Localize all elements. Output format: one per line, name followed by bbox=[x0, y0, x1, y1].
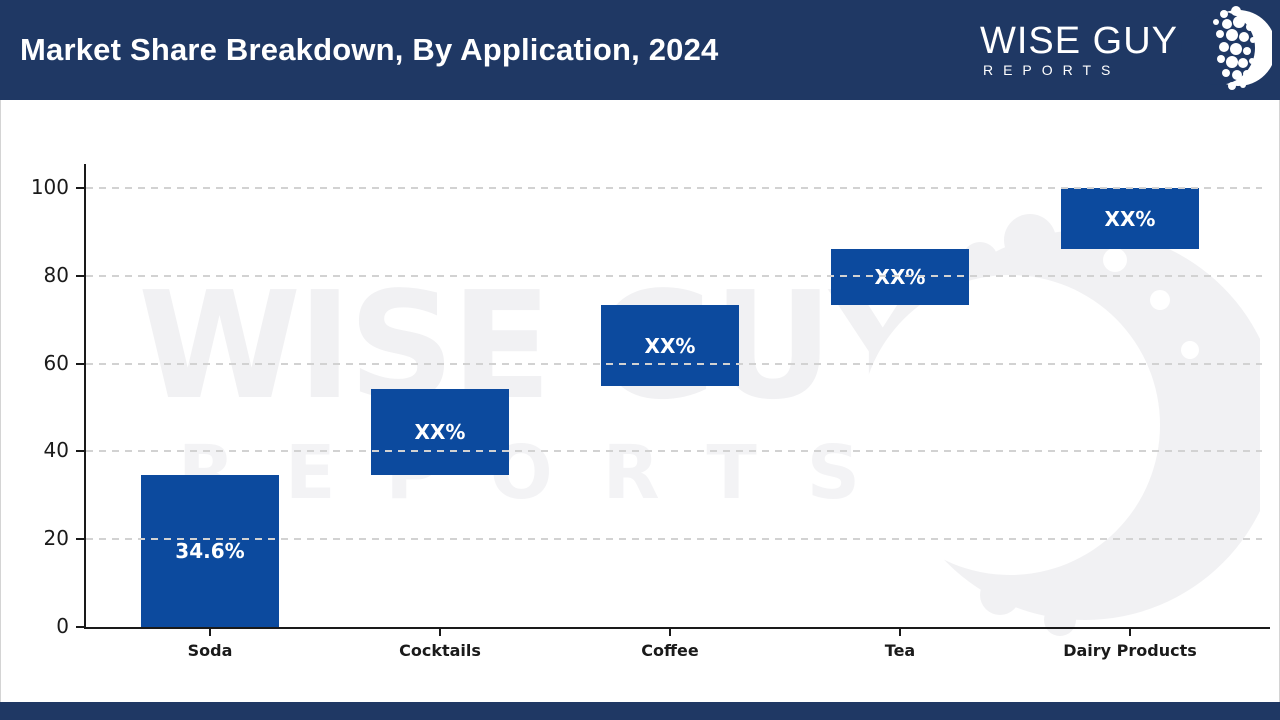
logo-head-icon bbox=[1181, 6, 1272, 90]
watermark-wordmark: WISE GUY bbox=[138, 260, 936, 432]
bar-value-label: XX% bbox=[644, 333, 696, 358]
y-axis-line bbox=[84, 164, 86, 629]
y-tick-80 bbox=[76, 274, 84, 277]
y-tick-label-20: 20 bbox=[43, 526, 69, 551]
x-category-label-4: Dairy Products bbox=[1063, 641, 1197, 660]
watermark-subtitle: REPORTS bbox=[178, 430, 911, 516]
logo-wordmark: WISE GUY REPORTS bbox=[979, 19, 1178, 79]
x-tick-4 bbox=[1129, 629, 1131, 636]
y-tick-100 bbox=[76, 187, 84, 189]
logo-wordmark-line1: WISE GUY bbox=[979, 19, 1178, 62]
x-tick-1 bbox=[439, 629, 441, 636]
x-tick-2 bbox=[669, 629, 671, 636]
gridline-60 bbox=[86, 362, 1262, 365]
x-axis-line bbox=[84, 627, 1270, 629]
watermark-head-icon bbox=[860, 214, 1260, 636]
footer-bar bbox=[0, 702, 1280, 720]
y-tick-label-40: 40 bbox=[43, 438, 69, 463]
x-category-label-3: Tea bbox=[884, 641, 916, 660]
gridline-40 bbox=[86, 450, 1262, 453]
gridline-80 bbox=[86, 274, 1262, 277]
y-tick-label-80: 80 bbox=[43, 262, 69, 287]
bar-value-label: XX% bbox=[414, 420, 466, 445]
y-tick-label-100: 100 bbox=[30, 175, 69, 199]
chart-title: Market Share Breakdown, By Application, … bbox=[20, 32, 719, 67]
bar-soda: 34.6% bbox=[141, 475, 279, 627]
y-tick-40 bbox=[76, 450, 84, 453]
header-bar: Market Share Breakdown, By Application, … bbox=[0, 0, 1280, 100]
bar-value-label: XX% bbox=[874, 265, 926, 290]
y-tick-0 bbox=[76, 626, 84, 628]
gridline-20 bbox=[86, 538, 1262, 541]
logo-wordmark-line2: REPORTS bbox=[982, 62, 1121, 79]
bar-cocktails: XX% bbox=[371, 389, 509, 476]
x-category-label-0: Soda bbox=[187, 641, 233, 660]
y-tick-20 bbox=[76, 538, 84, 541]
bar-coffee: XX% bbox=[601, 305, 739, 387]
x-tick-3 bbox=[899, 629, 901, 636]
bar-dairy-products: XX% bbox=[1061, 188, 1199, 250]
x-category-label-2: Coffee bbox=[641, 641, 699, 660]
y-tick-label-0: 0 bbox=[56, 614, 69, 638]
bar-value-label: XX% bbox=[1104, 206, 1156, 231]
x-tick-0 bbox=[209, 629, 211, 636]
x-category-label-1: Cocktails bbox=[399, 641, 481, 660]
gridline-100 bbox=[86, 187, 1262, 189]
y-tick-60 bbox=[76, 362, 84, 365]
bar-tea: XX% bbox=[831, 249, 969, 306]
y-tick-label-60: 60 bbox=[43, 350, 69, 375]
wise-guy-reports-logo: WISE GUY REPORTS bbox=[980, 4, 1272, 96]
bar-value-label: 34.6% bbox=[175, 539, 245, 564]
